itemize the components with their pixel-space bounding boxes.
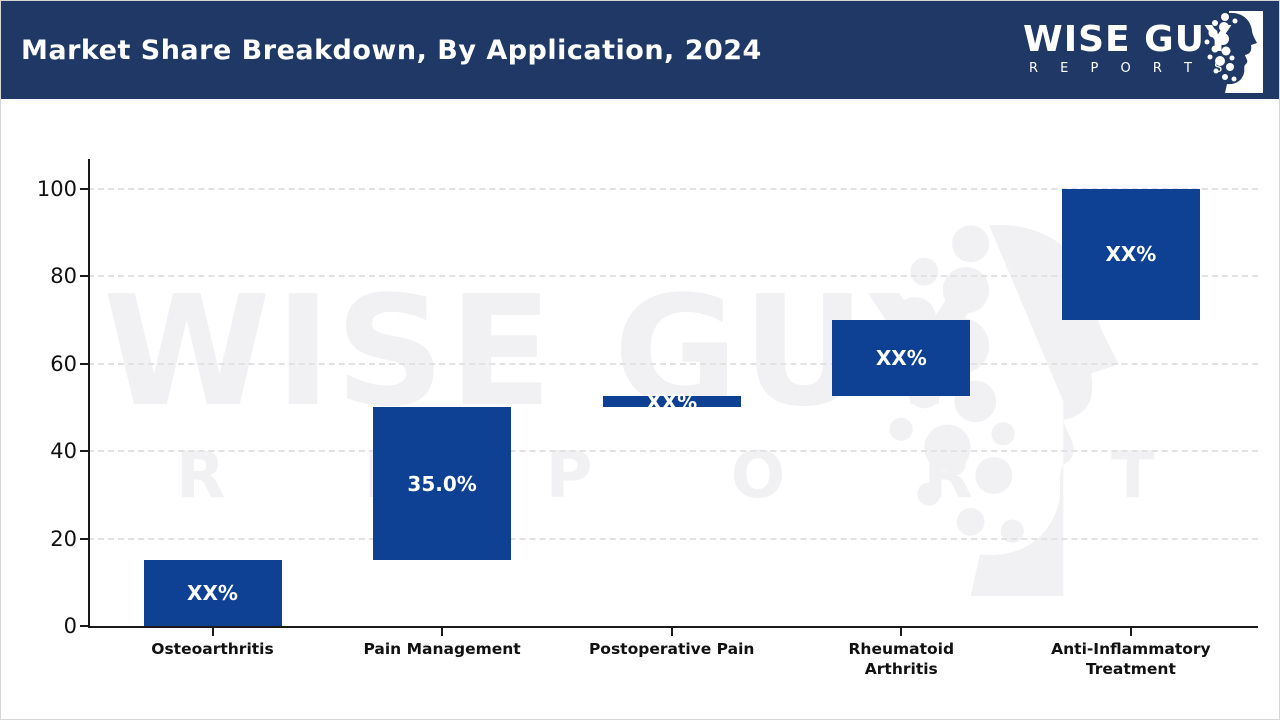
- x-axis-tick: [1129, 628, 1132, 636]
- x-axis-tick: [441, 628, 444, 636]
- gridline-20: [88, 537, 1258, 540]
- bar-value-label: XX%: [875, 346, 927, 371]
- x-axis-tick: [900, 628, 903, 636]
- bar-segment: [143, 560, 282, 626]
- y-axis-tick-label: 0: [63, 614, 77, 638]
- bar-segment: [373, 407, 512, 561]
- x-axis-line: [88, 626, 1258, 628]
- brand-subname: R E P O R T S: [1029, 61, 1232, 76]
- y-axis-tick-80: [80, 275, 88, 277]
- y-axis-tick-label: 80: [50, 264, 77, 288]
- y-axis-tick-label: 20: [50, 526, 77, 551]
- header-bar: Market Share Breakdown, By Application, …: [1, 1, 1279, 99]
- brand-name: WISE GUY: [1023, 19, 1233, 60]
- bar-value-label: XX%: [646, 389, 698, 414]
- y-axis-tick-20: [80, 537, 88, 540]
- gridline-60: [88, 362, 1258, 365]
- x-axis-tick: [670, 628, 673, 636]
- category-label: Anti-Inflammatory Treatment: [1051, 640, 1211, 678]
- x-axis-tick: [211, 628, 214, 636]
- bar-segment: [832, 319, 971, 397]
- gridline-80: [88, 275, 1258, 277]
- page-title: Market Share Breakdown, By Application, …: [21, 34, 762, 66]
- category-label: Rheumatoid Arthritis: [848, 640, 955, 678]
- y-axis-tick-label: 40: [50, 439, 77, 463]
- bar-value-label: 35.0%: [407, 471, 477, 496]
- y-axis-tick-label: 60: [50, 351, 77, 376]
- y-axis-tick-0: [80, 625, 88, 627]
- y-axis-tick-60: [80, 362, 88, 365]
- bar-segment: [1061, 188, 1200, 320]
- category-label: Osteoarthritis: [151, 640, 274, 658]
- y-axis-tick-100: [80, 187, 88, 190]
- bar-value-label: XX%: [1105, 242, 1157, 267]
- y-axis-line: [88, 159, 90, 628]
- category-label: Postoperative Pain: [588, 640, 755, 658]
- gridline-40: [88, 450, 1258, 452]
- brand-logo: WISE GUY R E P O R T S: [1023, 9, 1263, 93]
- category-label: Pain Management: [363, 640, 521, 658]
- bar-segment: [602, 396, 741, 408]
- y-axis-tick-40: [80, 450, 88, 452]
- bar-value-label: XX%: [187, 581, 238, 606]
- face-dots-icon: [1204, 11, 1263, 93]
- gridline-100: [88, 187, 1258, 190]
- brand-logo-text: WISE GUY R E P O R T S: [1023, 19, 1233, 77]
- waterfall-chart: 0 20 40 60 80 100 XX% Osteoarthritis 35.0% Pain M…: [1, 99, 1279, 719]
- y-axis-tick-label: 100: [36, 176, 77, 201]
